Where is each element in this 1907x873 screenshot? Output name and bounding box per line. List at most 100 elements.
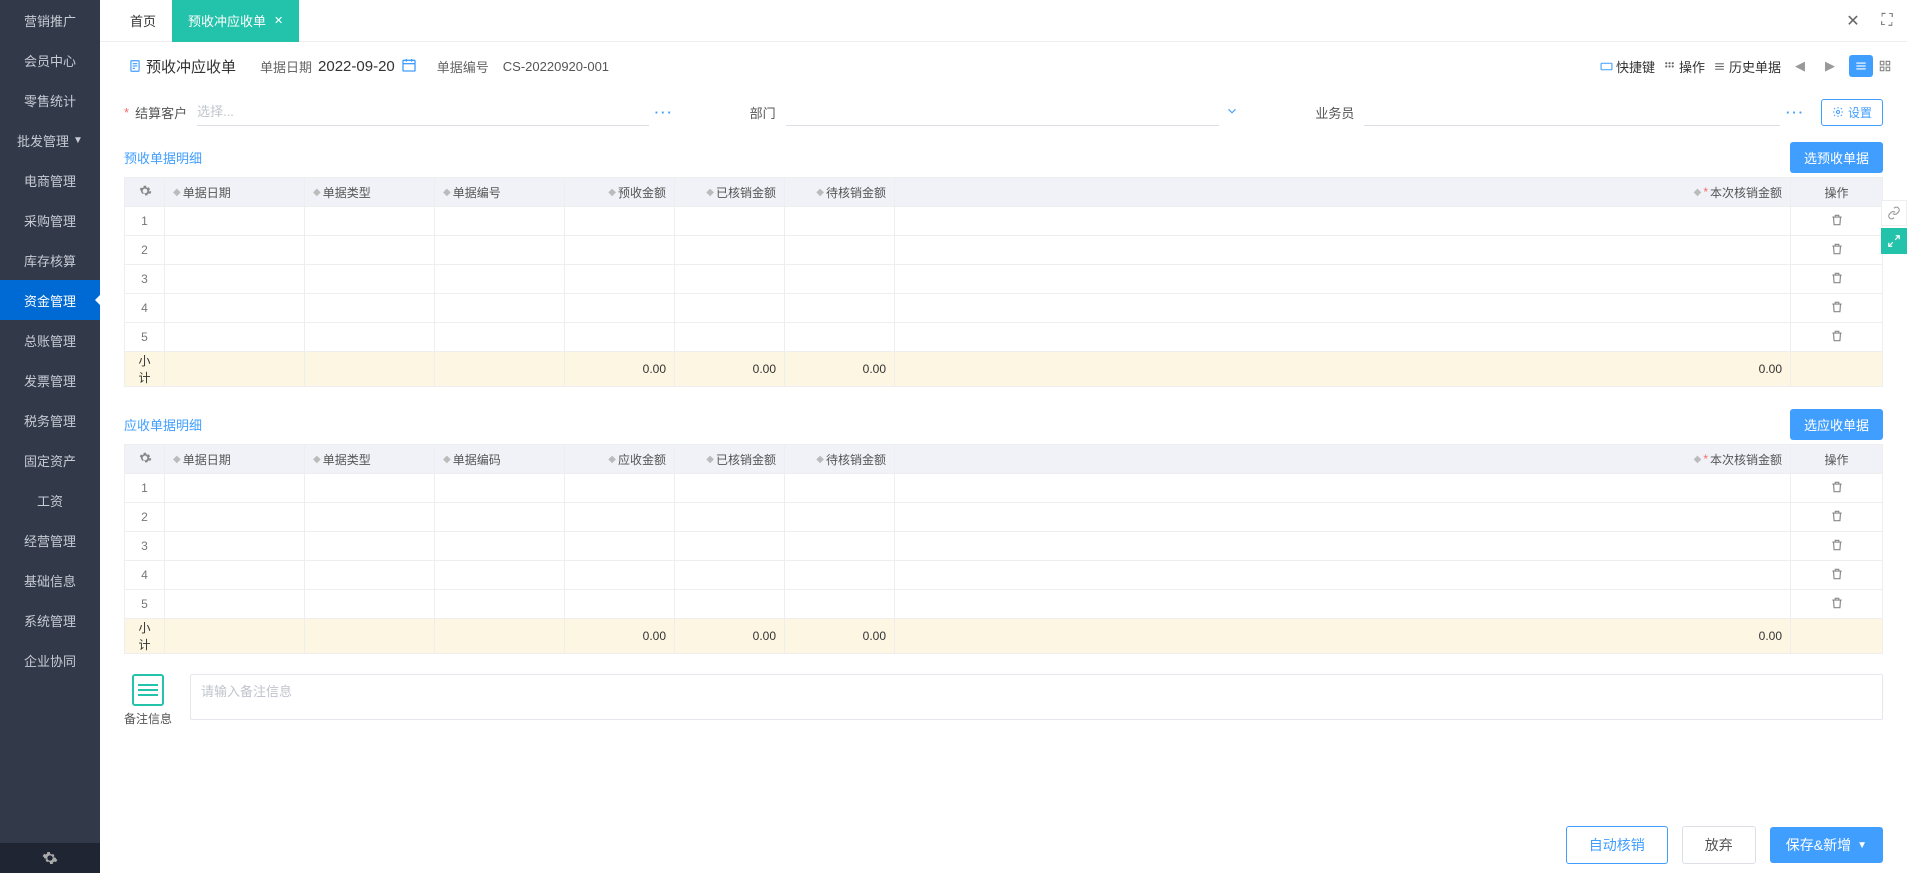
section1-title: 预收单据明细: [124, 148, 202, 167]
sort-icon[interactable]: ◆: [173, 187, 181, 198]
sidebar-item-marketing[interactable]: 营销推广: [0, 0, 100, 40]
sort-icon[interactable]: ◆: [706, 187, 714, 198]
sidebar-item-invoice[interactable]: 发票管理: [0, 360, 100, 400]
delete-icon[interactable]: [1830, 512, 1844, 526]
note-icon: [132, 674, 164, 706]
sort-icon[interactable]: ◆: [1694, 454, 1702, 465]
table-row[interactable]: 2: [125, 236, 1883, 265]
table-row[interactable]: 5: [125, 590, 1883, 619]
sort-icon[interactable]: ◆: [313, 187, 321, 198]
table-row[interactable]: 5: [125, 323, 1883, 352]
delete-icon[interactable]: [1830, 483, 1844, 497]
sort-icon[interactable]: ◆: [706, 454, 714, 465]
sidebar-item-member[interactable]: 会员中心: [0, 40, 100, 80]
delete-icon[interactable]: [1830, 541, 1844, 555]
code-value: CS-20220920-001: [503, 59, 609, 74]
tab-active[interactable]: 预收冲应收单 ✕: [172, 0, 299, 42]
sidebar-item-salary[interactable]: 工资: [0, 480, 100, 520]
sort-icon[interactable]: ◆: [443, 454, 451, 465]
delete-icon[interactable]: [1830, 216, 1844, 230]
sort-icon[interactable]: ◆: [173, 454, 181, 465]
history-link[interactable]: 历史单据: [1713, 57, 1781, 76]
sidebar-item-baseinfo[interactable]: 基础信息: [0, 560, 100, 600]
sidebar-item-wholesale[interactable]: 批发管理▼: [0, 120, 100, 160]
subtotal-row: 小计0.000.000.000.00: [125, 352, 1883, 387]
sidebar-item-retail-stats[interactable]: 零售统计: [0, 80, 100, 120]
customer-picker-button[interactable]: ···: [649, 105, 680, 120]
form-title: 预收冲应收单: [110, 56, 250, 77]
remark-input[interactable]: [190, 674, 1883, 720]
customer-input[interactable]: [197, 98, 649, 126]
gear-icon[interactable]: [138, 187, 152, 201]
next-button[interactable]: ▶: [1819, 55, 1841, 77]
prev-button[interactable]: ◀: [1789, 55, 1811, 77]
sidebar-item-ecommerce[interactable]: 电商管理: [0, 160, 100, 200]
remark-icon-box: 备注信息: [124, 674, 172, 727]
list-icon: [1713, 60, 1726, 73]
delete-icon[interactable]: [1830, 274, 1844, 288]
salesman-picker-button[interactable]: ···: [1780, 105, 1811, 120]
view-list-button[interactable]: [1849, 55, 1873, 77]
date-label: 单据日期: [260, 57, 312, 76]
table-row[interactable]: 3: [125, 532, 1883, 561]
required-icon: *: [124, 105, 129, 120]
table-row[interactable]: 3: [125, 265, 1883, 294]
salesman-input[interactable]: [1364, 98, 1780, 126]
delete-icon[interactable]: [1830, 245, 1844, 259]
select-receivable-button[interactable]: 选应收单据: [1790, 409, 1883, 440]
table-row[interactable]: 4: [125, 561, 1883, 590]
sidebar-item-ledger[interactable]: 总账管理: [0, 320, 100, 360]
sort-icon[interactable]: ◆: [816, 187, 824, 198]
delete-icon[interactable]: [1830, 599, 1844, 613]
sidebar-item-tax[interactable]: 税务管理: [0, 400, 100, 440]
table-row[interactable]: 2: [125, 503, 1883, 532]
discard-button[interactable]: 放弃: [1682, 826, 1756, 864]
sort-icon[interactable]: ◆: [608, 454, 616, 465]
save-new-button[interactable]: 保存&新增 ▼: [1770, 827, 1883, 863]
table-row[interactable]: 4: [125, 294, 1883, 323]
sort-icon[interactable]: ◆: [608, 187, 616, 198]
sidebar-item-inventory[interactable]: 库存核算: [0, 240, 100, 280]
close-icon[interactable]: ✕: [274, 14, 283, 27]
view-grid-button[interactable]: [1873, 55, 1897, 77]
expand-edge-button[interactable]: [1881, 228, 1907, 254]
sort-icon[interactable]: ◆: [443, 187, 451, 198]
dept-dropdown-button[interactable]: [1219, 104, 1245, 121]
sidebar-item-purchase[interactable]: 采购管理: [0, 200, 100, 240]
sidebar-item-operation[interactable]: 经营管理: [0, 520, 100, 560]
tab-home[interactable]: 首页: [114, 0, 172, 42]
sort-icon[interactable]: ◆: [816, 454, 824, 465]
form-row: * 结算客户 ··· 部门 业务员 ··· 设置: [100, 90, 1907, 134]
delete-icon[interactable]: [1830, 570, 1844, 584]
ops-link[interactable]: 操作: [1663, 57, 1705, 76]
dept-input[interactable]: [786, 98, 1220, 126]
date-value[interactable]: 2022-09-20: [318, 58, 395, 75]
table-row[interactable]: 1: [125, 207, 1883, 236]
sidebar: 营销推广 会员中心 零售统计 批发管理▼ 电商管理 采购管理 库存核算 资金管理…: [0, 0, 100, 873]
fullscreen-button[interactable]: ⛶: [1873, 7, 1901, 35]
sidebar-item-system[interactable]: 系统管理: [0, 600, 100, 640]
prepay-grid: ◆单据日期 ◆单据类型 ◆单据编号 ◆预收金额 ◆已核销金额 ◆待核销金额 ◆*…: [124, 177, 1883, 387]
close-all-button[interactable]: ✕: [1839, 7, 1867, 35]
link-edge-button[interactable]: [1881, 200, 1907, 226]
receivable-grid: ◆单据日期 ◆单据类型 ◆单据编码 ◆应收金额 ◆已核销金额 ◆待核销金额 ◆*…: [124, 444, 1883, 654]
sort-icon[interactable]: ◆: [1694, 187, 1702, 198]
select-prepay-button[interactable]: 选预收单据: [1790, 142, 1883, 173]
salesman-label: 业务员: [1315, 103, 1354, 122]
gear-icon[interactable]: [138, 454, 152, 468]
calendar-icon[interactable]: [401, 57, 417, 76]
subtotal-row: 小计0.000.000.000.00: [125, 619, 1883, 654]
dept-label: 部门: [750, 103, 776, 122]
delete-icon[interactable]: [1830, 332, 1844, 346]
sort-icon[interactable]: ◆: [313, 454, 321, 465]
sidebar-item-fund[interactable]: 资金管理: [0, 280, 100, 320]
table-row[interactable]: 1: [125, 474, 1883, 503]
sidebar-item-collab[interactable]: 企业协同: [0, 640, 100, 680]
auto-writeoff-button[interactable]: 自动核销: [1566, 826, 1668, 864]
sidebar-settings-button[interactable]: [0, 843, 100, 873]
shortcut-link[interactable]: 快捷键: [1600, 57, 1655, 76]
sidebar-item-asset[interactable]: 固定资产: [0, 440, 100, 480]
delete-icon[interactable]: [1830, 303, 1844, 317]
settings-button[interactable]: 设置: [1821, 99, 1883, 126]
tabbar: 首页 预收冲应收单 ✕ ✕ ⛶: [100, 0, 1907, 42]
